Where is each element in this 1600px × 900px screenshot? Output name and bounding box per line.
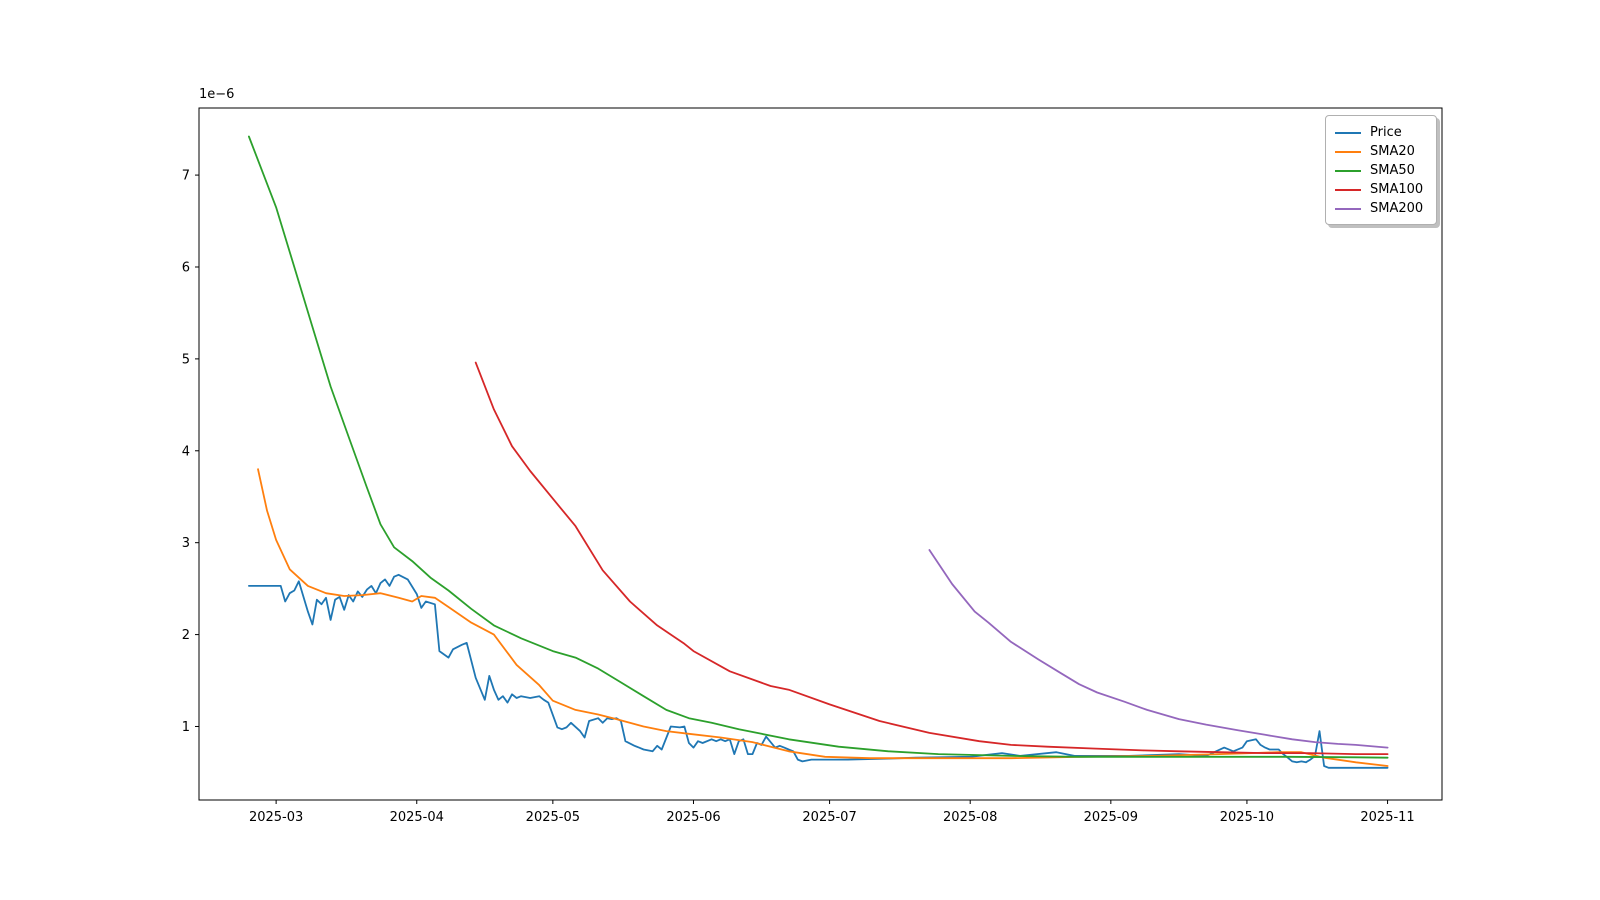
legend-label: SMA50 bbox=[1370, 163, 1415, 178]
y-tick-label: 7 bbox=[182, 169, 190, 184]
legend-label: Price bbox=[1370, 125, 1402, 140]
x-tick-label: 2025-06 bbox=[666, 810, 720, 825]
series-line-price bbox=[247, 573, 1389, 769]
x-tick-label: 2025-09 bbox=[1084, 810, 1138, 825]
series-line-sma20 bbox=[257, 468, 1389, 767]
x-tick-label: 2025-08 bbox=[943, 810, 997, 825]
legend-item-sma100: SMA100 bbox=[1335, 180, 1427, 199]
y-tick-label: 3 bbox=[182, 536, 190, 551]
y-tick-label: 4 bbox=[182, 444, 190, 459]
legend-line-swatch bbox=[1335, 131, 1361, 134]
legend: Price SMA20 SMA50 SMA100 SMA200 bbox=[1325, 115, 1437, 225]
legend-label: SMA20 bbox=[1370, 144, 1415, 159]
series-line-sma100 bbox=[474, 361, 1389, 755]
y-tick-label: 1 bbox=[182, 720, 190, 735]
legend-label: SMA100 bbox=[1370, 182, 1424, 197]
legend-item-sma50: SMA50 bbox=[1335, 161, 1427, 180]
legend-line-swatch bbox=[1335, 188, 1361, 191]
x-tick-label: 2025-10 bbox=[1220, 810, 1274, 825]
legend-line-swatch bbox=[1335, 207, 1361, 210]
series-line-sma50 bbox=[247, 135, 1389, 759]
legend-item-price: Price bbox=[1335, 123, 1427, 142]
legend-line-swatch bbox=[1335, 169, 1361, 172]
x-tick-label: 2025-07 bbox=[802, 810, 856, 825]
y-tick-label: 5 bbox=[182, 352, 190, 367]
y-axis-offset-label: 1e−6 bbox=[199, 87, 235, 102]
x-tick-label: 2025-11 bbox=[1360, 810, 1414, 825]
series-line-sma200 bbox=[928, 549, 1389, 749]
plot-frame bbox=[198, 107, 1443, 801]
legend-label: SMA200 bbox=[1370, 201, 1424, 216]
legend-item-sma20: SMA20 bbox=[1335, 142, 1427, 161]
legend-line-swatch bbox=[1335, 150, 1361, 153]
y-tick-label: 6 bbox=[182, 260, 190, 275]
x-tick-label: 2025-05 bbox=[526, 810, 580, 825]
x-tick-label: 2025-03 bbox=[249, 810, 303, 825]
x-tick-label: 2025-04 bbox=[390, 810, 444, 825]
y-tick-label: 2 bbox=[182, 628, 190, 643]
legend-item-sma200: SMA200 bbox=[1335, 199, 1427, 218]
